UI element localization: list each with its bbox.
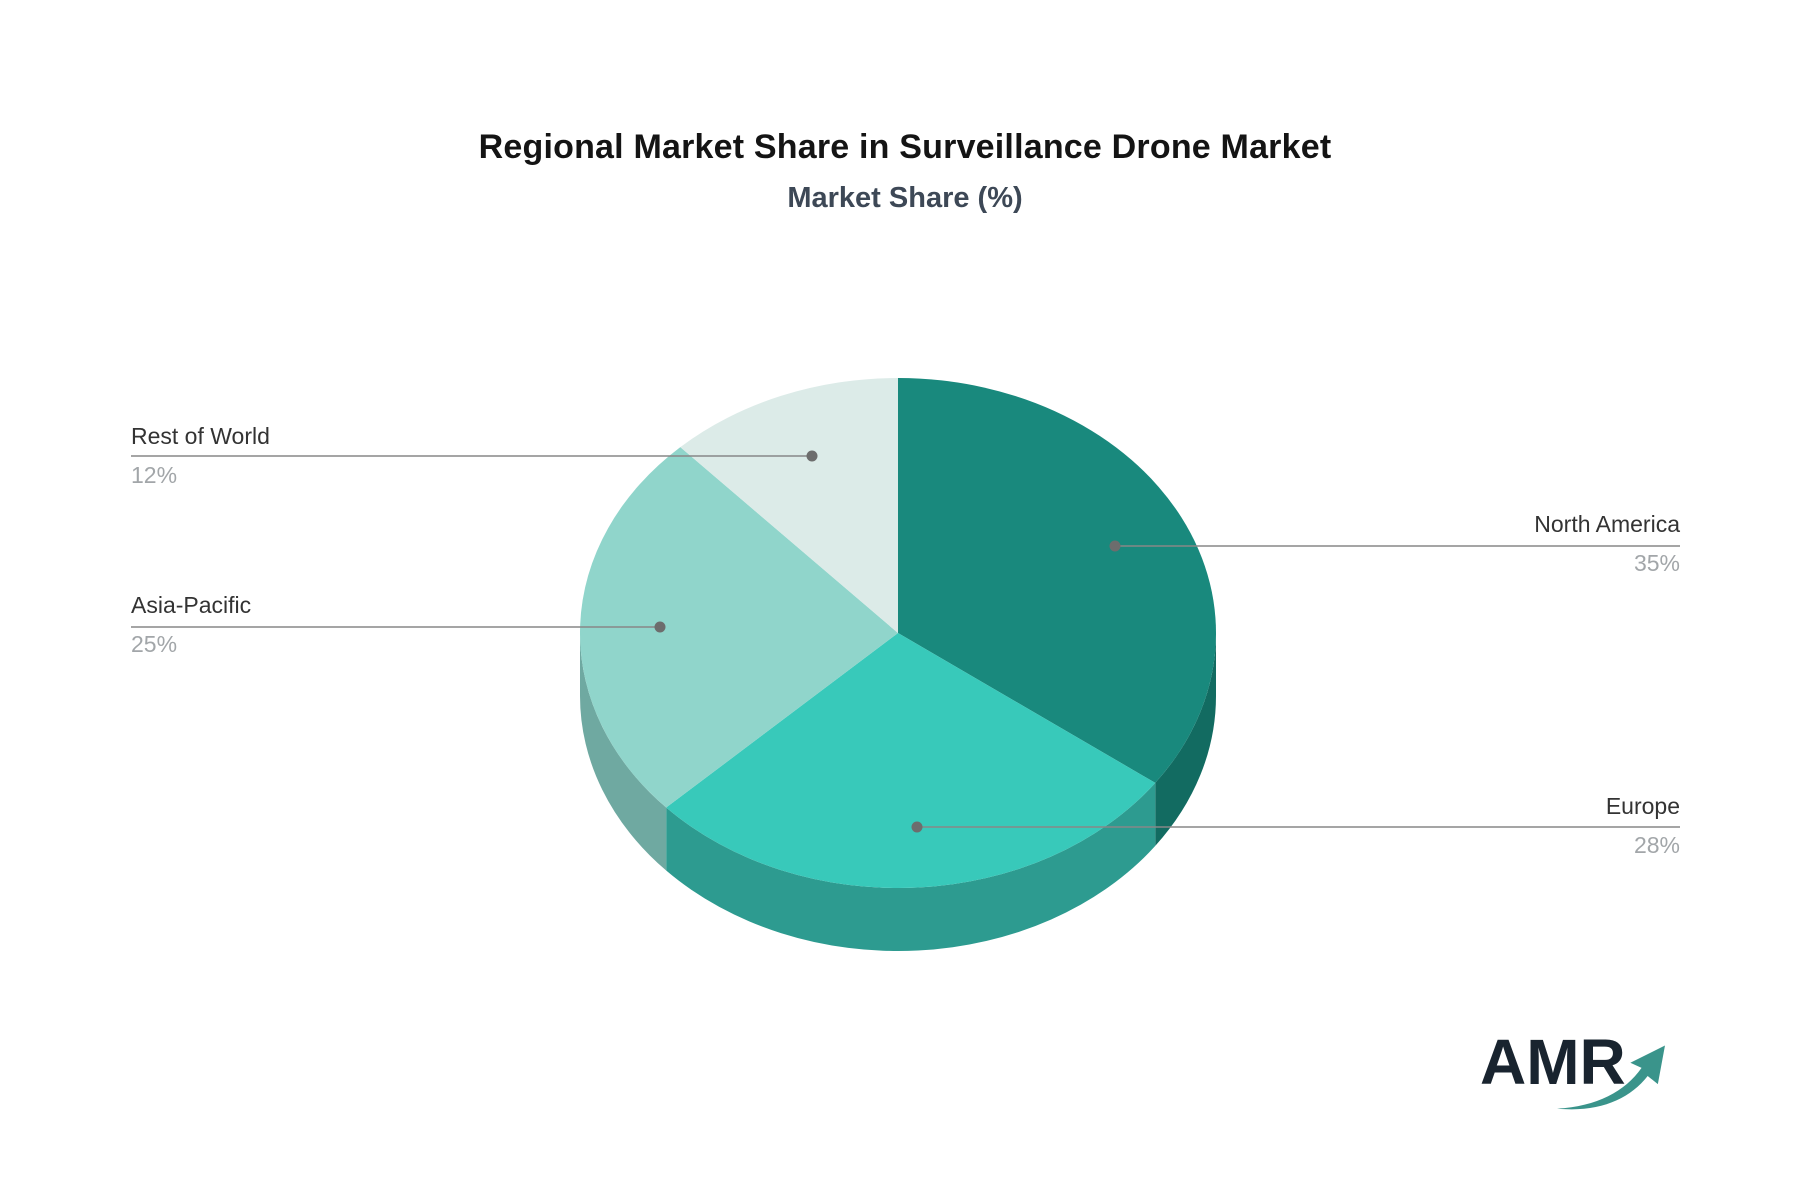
leader-dot-north-america [1109, 540, 1121, 552]
amr-logo-arrow-icon [1557, 1045, 1665, 1110]
label-asia-pacific: Asia-Pacific 25% [131, 594, 251, 656]
label-europe: Europe 28% [1606, 795, 1680, 857]
label-value: 12% [131, 462, 178, 488]
chart-title: Regional Market Share in Surveillance Dr… [478, 128, 1332, 166]
amr-logo-text: AMR [1480, 1026, 1626, 1098]
amr-logo: AMR [1480, 1030, 1670, 1120]
pie-slice-rest-of-world[interactable] [680, 378, 898, 633]
leader-dot-asia-pacific [654, 621, 666, 633]
pie-slice-asia-pacific[interactable] [580, 447, 898, 808]
label-name: Europe [1605, 793, 1680, 819]
label-value: 35% [1633, 550, 1680, 576]
label-name: Rest of World [131, 423, 270, 449]
label-north-america: North America 35% [1534, 513, 1680, 575]
pie-slice-side-north-america [1155, 633, 1216, 846]
leader-dot-europe [911, 821, 923, 833]
pie-slice-north-america[interactable] [898, 378, 1217, 783]
pie-slice-side-europe [666, 782, 1156, 952]
label-name: North America [1534, 511, 1680, 537]
chart-subtitle: Market Share (%) [787, 182, 1023, 214]
label-rest-of-world: Rest of World 12% [131, 425, 270, 487]
label-value: 25% [131, 631, 178, 657]
leader-dot-rest-of-world [806, 450, 818, 462]
pie-slice-europe[interactable] [666, 633, 1156, 889]
label-value: 28% [1633, 832, 1680, 858]
pie-slice-side-asia-pacific [580, 633, 667, 871]
label-name: Asia-Pacific [131, 592, 252, 618]
